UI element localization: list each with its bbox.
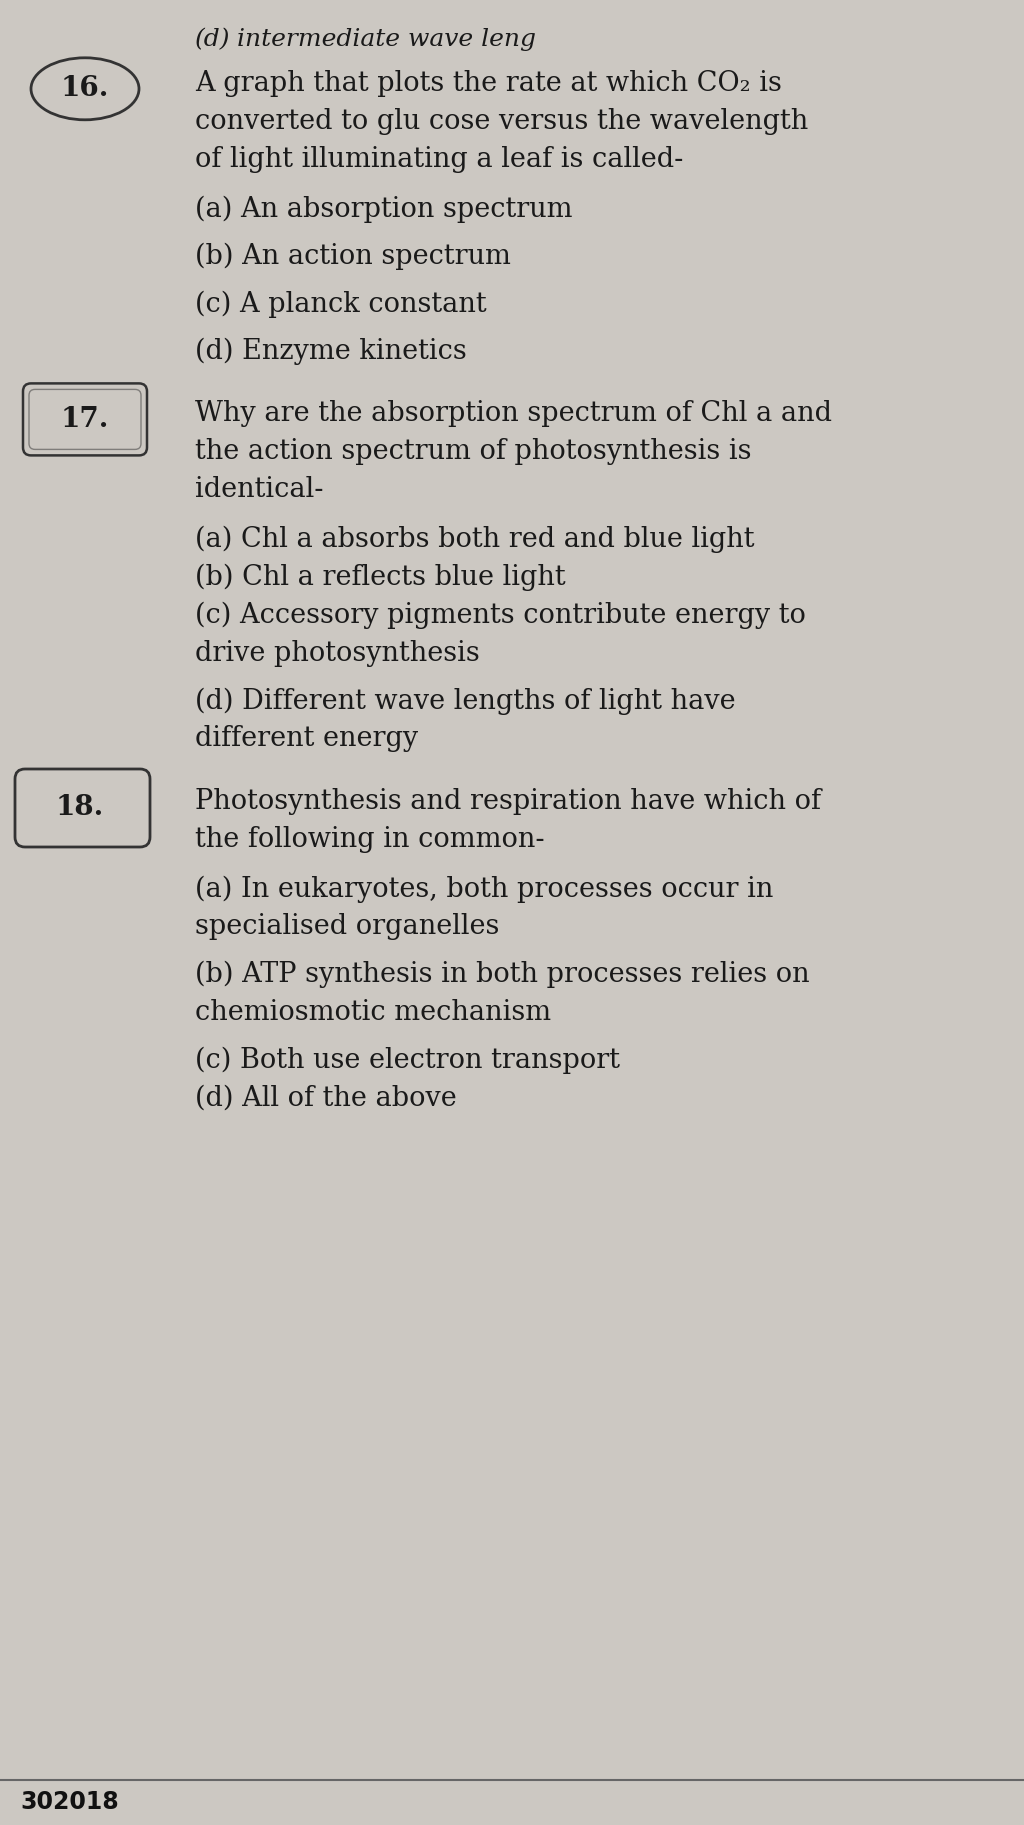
Text: specialised organelles: specialised organelles — [195, 912, 500, 940]
Text: (a) An absorption spectrum: (a) An absorption spectrum — [195, 195, 572, 223]
Text: identical-: identical- — [195, 476, 324, 504]
Text: different energy: different energy — [195, 725, 418, 752]
Text: Why are the absorption spectrum of Chl a and: Why are the absorption spectrum of Chl a… — [195, 400, 831, 427]
Text: A graph that plots the rate at which CO₂ is: A graph that plots the rate at which CO₂… — [195, 69, 782, 97]
Text: the following in common-: the following in common- — [195, 827, 545, 852]
Text: 18.: 18. — [56, 794, 104, 821]
Text: converted to glu cose versus the wavelength: converted to glu cose versus the wavelen… — [195, 108, 808, 135]
Text: (d): (d) — [195, 27, 230, 51]
Text: (c) Both use electron transport: (c) Both use electron transport — [195, 1046, 620, 1073]
Text: (d) Different wave lengths of light have: (d) Different wave lengths of light have — [195, 688, 735, 715]
Text: (c) A planck constant: (c) A planck constant — [195, 290, 486, 318]
Text: the action spectrum of photosynthesis is: the action spectrum of photosynthesis is — [195, 438, 752, 465]
Text: (b) ATP synthesis in both processes relies on: (b) ATP synthesis in both processes reli… — [195, 962, 810, 989]
Text: (a) In eukaryotes, both processes occur in: (a) In eukaryotes, both processes occur … — [195, 876, 773, 903]
Text: chemiosmotic mechanism: chemiosmotic mechanism — [195, 998, 551, 1026]
Text: 302018: 302018 — [20, 1790, 119, 1814]
Text: 16.: 16. — [60, 75, 110, 102]
Text: (c) Accessory pigments contribute energy to: (c) Accessory pigments contribute energy… — [195, 602, 806, 630]
Text: Photosynthesis and respiration have which of: Photosynthesis and respiration have whic… — [195, 788, 821, 816]
Text: drive photosynthesis: drive photosynthesis — [195, 641, 480, 666]
Text: of light illuminating a leaf is called-: of light illuminating a leaf is called- — [195, 146, 683, 173]
Text: (d) Enzyme kinetics: (d) Enzyme kinetics — [195, 338, 467, 365]
Text: (b) Chl a reflects blue light: (b) Chl a reflects blue light — [195, 564, 565, 591]
Text: (b) An action spectrum: (b) An action spectrum — [195, 243, 511, 270]
Text: (a) Chl a absorbs both red and blue light: (a) Chl a absorbs both red and blue ligh… — [195, 526, 755, 553]
Text: (d) All of the above: (d) All of the above — [195, 1084, 457, 1111]
Text: 17.: 17. — [60, 405, 110, 433]
Text: intermediate wave leng: intermediate wave leng — [237, 27, 536, 51]
